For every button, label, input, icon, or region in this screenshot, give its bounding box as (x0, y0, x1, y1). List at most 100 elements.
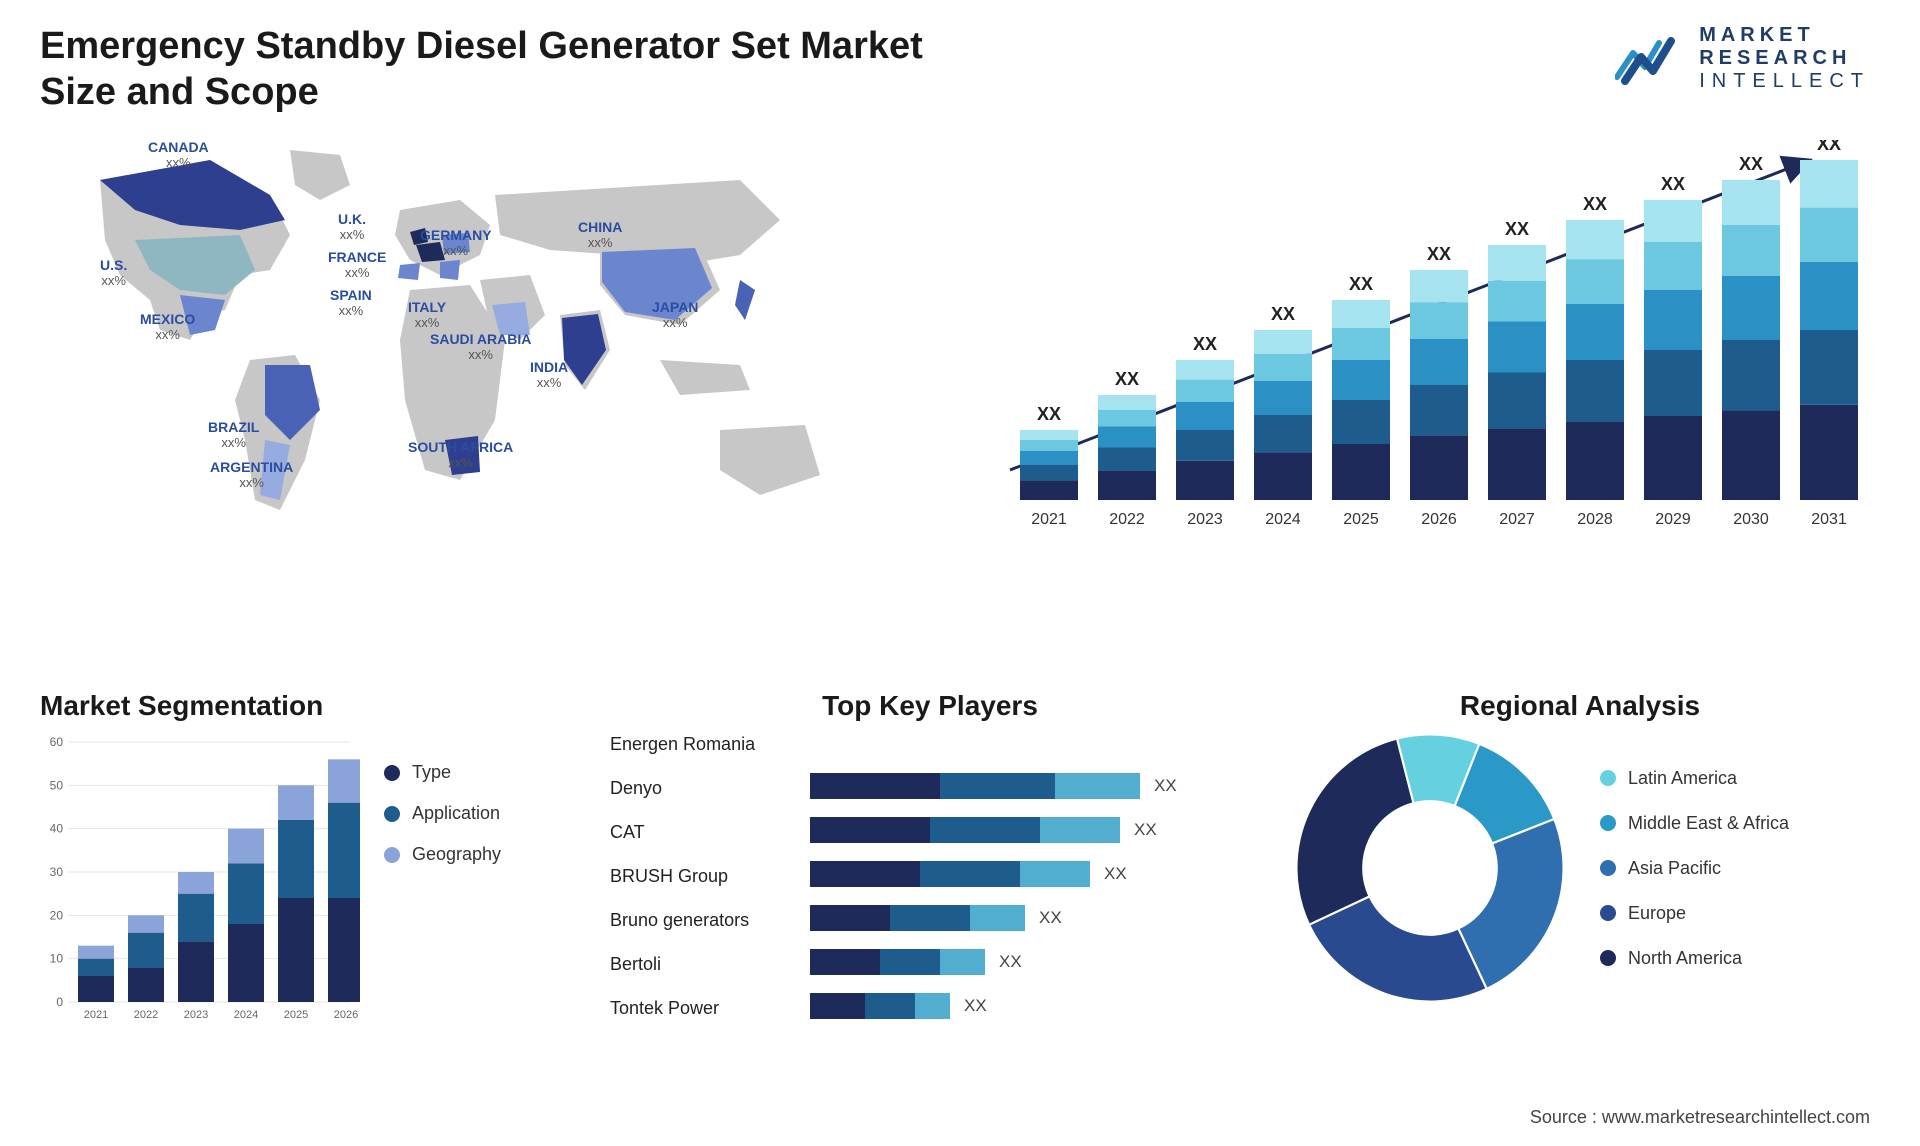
player-bar-row: XX (810, 772, 1250, 800)
regional-legend: Latin AmericaMiddle East & AfricaAsia Pa… (1600, 768, 1789, 969)
svg-text:2030: 2030 (1733, 511, 1769, 528)
svg-text:2026: 2026 (334, 1009, 358, 1021)
regional-analysis-section: Regional Analysis Latin AmericaMiddle Ea… (1290, 690, 1870, 1008)
player-value: XX (999, 952, 1022, 972)
seg-legend-application: Application (384, 803, 501, 824)
regional-donut-chart (1290, 728, 1570, 1008)
segmentation-title: Market Segmentation (40, 690, 570, 722)
legend-dot-icon (384, 806, 400, 822)
region-legend-asia-pacific: Asia Pacific (1600, 858, 1789, 879)
player-name: BRUSH Group (610, 862, 728, 890)
svg-text:XX: XX (1505, 219, 1529, 239)
legend-dot-icon (1600, 770, 1616, 786)
legend-dot-icon (1600, 905, 1616, 921)
segmentation-legend: Type Application Geography (384, 732, 501, 1052)
player-bar-row: XX (810, 860, 1250, 888)
map-label-brazil: BRAZILxx% (208, 420, 259, 449)
world-map: CANADAxx% U.S.xx% MEXICOxx% BRAZILxx% ARGENT… (40, 140, 920, 540)
legend-dot-icon (1600, 860, 1616, 876)
map-label-u-k-: U.K.xx% (338, 212, 366, 241)
map-label-mexico: MEXICOxx% (140, 312, 195, 341)
player-value: XX (1154, 776, 1177, 796)
page-title: Emergency Standby Diesel Generator Set M… (40, 24, 940, 115)
svg-text:XX: XX (1271, 304, 1295, 324)
svg-text:0: 0 (56, 995, 63, 1009)
legend-dot-icon (1600, 815, 1616, 831)
svg-text:20: 20 (50, 908, 64, 922)
region-legend-europe: Europe (1600, 903, 1789, 924)
seg-legend-type: Type (384, 762, 501, 783)
segmentation-chart: 0102030405060202120222023202420252026 (40, 732, 360, 1052)
legend-dot-icon (1600, 950, 1616, 966)
players-title: Top Key Players (610, 690, 1250, 722)
logo-text-2: RESEARCH (1699, 47, 1870, 70)
svg-text:2026: 2026 (1421, 511, 1457, 528)
logo-mark-icon (1615, 33, 1685, 85)
svg-text:2025: 2025 (1343, 511, 1379, 528)
map-label-canada: CANADAxx% (148, 140, 209, 169)
player-value: XX (964, 996, 987, 1016)
map-label-south-africa: SOUTH AFRICAxx% (408, 440, 513, 469)
logo-text-1: MARKET (1699, 24, 1870, 47)
source-label: Source : www.marketresearchintellect.com (1530, 1107, 1870, 1128)
legend-dot-icon (384, 847, 400, 863)
players-name-list: Energen RomaniaDenyoCATBRUSH GroupBruno … (610, 728, 810, 1036)
player-name: Tontek Power (610, 994, 719, 1022)
svg-text:XX: XX (1037, 404, 1061, 424)
svg-text:2025: 2025 (284, 1009, 308, 1021)
svg-text:2022: 2022 (134, 1009, 158, 1021)
svg-text:2021: 2021 (84, 1009, 108, 1021)
svg-text:2023: 2023 (184, 1009, 208, 1021)
map-label-italy: ITALYxx% (408, 300, 446, 329)
svg-text:XX: XX (1583, 194, 1607, 214)
legend-dot-icon (384, 765, 400, 781)
svg-text:2024: 2024 (1265, 511, 1301, 528)
svg-text:2024: 2024 (234, 1009, 258, 1021)
svg-text:XX: XX (1739, 154, 1763, 174)
svg-text:30: 30 (50, 865, 64, 879)
player-name: CAT (610, 818, 645, 846)
player-bar-row (810, 728, 1250, 756)
svg-text:2028: 2028 (1577, 511, 1613, 528)
map-label-japan: JAPANxx% (652, 300, 698, 329)
regional-title: Regional Analysis (1290, 690, 1870, 722)
player-name: Bertoli (610, 950, 661, 978)
svg-text:XX: XX (1115, 369, 1139, 389)
svg-text:50: 50 (50, 778, 64, 792)
region-legend-north-america: North America (1600, 948, 1789, 969)
svg-text:XX: XX (1427, 244, 1451, 264)
map-label-germany: GERMANYxx% (420, 228, 492, 257)
player-bar-row: XX (810, 816, 1250, 844)
market-segmentation-section: Market Segmentation 01020304050602021202… (40, 690, 570, 1052)
player-name: Energen Romania (610, 730, 755, 758)
player-bar-row: XX (810, 904, 1250, 932)
map-label-u-s-: U.S.xx% (100, 258, 127, 287)
map-label-india: INDIAxx% (530, 360, 568, 389)
svg-text:XX: XX (1661, 174, 1685, 194)
svg-text:XX: XX (1349, 274, 1373, 294)
logo-text-3: INTELLECT (1699, 70, 1870, 93)
player-bar-row: XX (810, 948, 1250, 976)
player-bar-row: XX (810, 992, 1250, 1020)
svg-text:2027: 2027 (1499, 511, 1535, 528)
svg-text:2029: 2029 (1655, 511, 1691, 528)
player-name: Denyo (610, 774, 662, 802)
map-label-china: CHINAxx% (578, 220, 622, 249)
player-value: XX (1134, 820, 1157, 840)
market-growth-chart: XX 2021 XX 2022 XX 2023 XX 2024 XX 2025 XX 2026 XX 20… (980, 140, 1860, 540)
region-legend-latin-america: Latin America (1600, 768, 1789, 789)
player-value: XX (1039, 908, 1062, 928)
map-label-france: FRANCExx% (328, 250, 386, 279)
players-bar-chart: XX XX XX XX XX XX (810, 728, 1250, 1036)
map-label-argentina: ARGENTINAxx% (210, 460, 293, 489)
player-value: XX (1104, 864, 1127, 884)
brand-logo: MARKET RESEARCH INTELLECT (1615, 24, 1870, 93)
top-key-players-section: Top Key Players Energen Romania Denyo CAT B… (610, 690, 1250, 1036)
seg-legend-geography: Geography (384, 844, 501, 865)
svg-text:2023: 2023 (1187, 511, 1223, 528)
svg-text:10: 10 (50, 952, 64, 966)
map-label-spain: SPAINxx% (330, 288, 372, 317)
svg-text:XX: XX (1193, 334, 1217, 354)
svg-text:2021: 2021 (1031, 511, 1067, 528)
svg-text:2022: 2022 (1109, 511, 1145, 528)
